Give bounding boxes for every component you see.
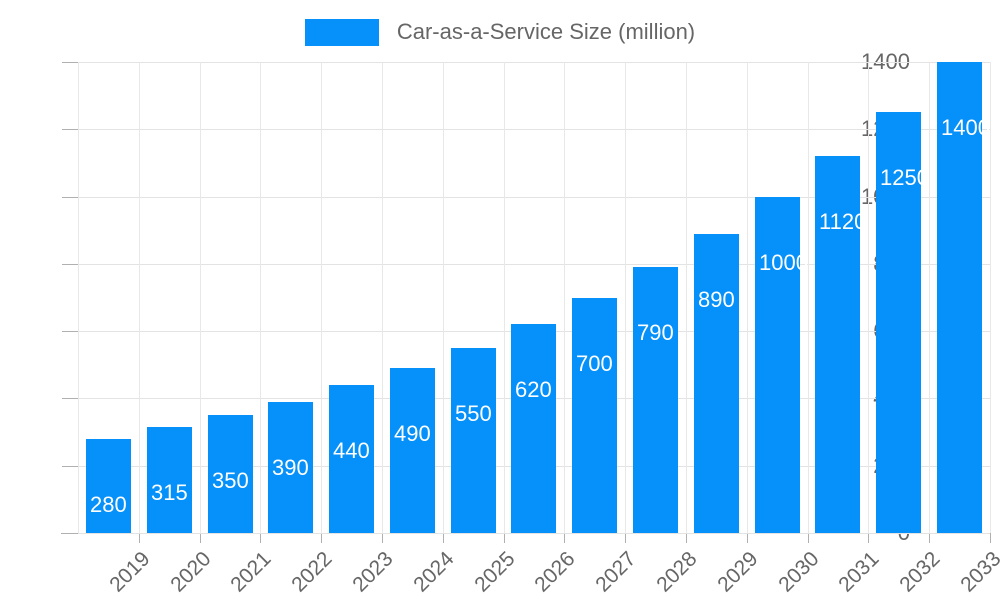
bar-value-label: 315	[151, 480, 188, 506]
bar-value-label: 280	[90, 491, 127, 517]
y-gridline	[78, 196, 990, 198]
x-axis-tick-mark	[564, 533, 565, 543]
bar-value-label: 790	[637, 320, 674, 346]
x-gridline	[564, 62, 565, 533]
x-gridline	[990, 62, 991, 533]
bar-value-label: 350	[212, 468, 249, 494]
bar[interactable]	[86, 438, 131, 533]
x-axis-tick-label: 2033	[956, 547, 1000, 597]
x-axis-tick-mark	[200, 533, 201, 543]
x-axis-tick-label: 2032	[895, 547, 945, 597]
y-axis-tick-mark	[62, 62, 78, 63]
x-axis-tick-label: 2020	[166, 547, 216, 597]
bar-value-label: 490	[394, 421, 431, 447]
y-axis-tick-mark	[62, 263, 78, 265]
bar-value-label: 1250	[880, 165, 929, 191]
x-axis-tick-mark	[868, 533, 869, 543]
bar[interactable]	[937, 62, 982, 533]
bar-value-label: 700	[576, 350, 613, 376]
legend-series-label: Car-as-a-Service Size (million)	[396, 19, 696, 44]
x-axis-tick-label: 2025	[470, 547, 520, 597]
x-gridline	[78, 62, 79, 533]
bar[interactable]	[268, 401, 313, 533]
x-axis-tick-label: 2023	[348, 547, 398, 597]
x-gridline	[504, 62, 505, 533]
x-axis-tick-label: 2028	[652, 547, 702, 597]
y-axis-tick-mark	[62, 331, 78, 333]
bar-value-label: 1400	[941, 115, 990, 140]
bar[interactable]	[815, 156, 860, 533]
x-gridline	[200, 62, 201, 533]
x-gridline	[139, 62, 140, 533]
x-axis-tick-mark	[747, 533, 748, 543]
bar-value-label: 1000	[759, 249, 808, 275]
x-axis-tick-mark	[382, 533, 383, 543]
bar-value-label: 440	[333, 437, 370, 463]
y-axis-tick-mark	[62, 129, 78, 131]
y-gridline	[78, 129, 990, 131]
y-axis-tick-mark	[62, 196, 78, 198]
x-gridline	[747, 62, 748, 533]
x-gridline	[808, 62, 809, 533]
x-gridline	[868, 62, 869, 533]
x-axis-tick-label: 2029	[713, 547, 763, 597]
y-axis-tick-label: 1400	[861, 49, 910, 74]
plot-area: 280 315 350 390 440 490 550 620 700 790 890 1000 112…	[61, 62, 991, 534]
bar-value-label: 890	[698, 286, 735, 312]
x-axis-tick-mark	[990, 533, 991, 543]
bar-value-label: 620	[515, 377, 552, 403]
x-axis-tick-mark	[625, 533, 626, 543]
x-axis-tick-mark	[504, 533, 505, 543]
x-axis-tick-mark	[808, 533, 809, 543]
x-gridline	[321, 62, 322, 533]
bar[interactable]	[572, 297, 617, 533]
x-gridline	[382, 62, 383, 533]
x-gridline	[929, 62, 930, 533]
y-gridline	[78, 263, 990, 265]
y-gridline	[78, 533, 990, 534]
x-axis-tick-label: 2030	[774, 547, 824, 597]
y-axis-tick-mark	[62, 465, 78, 467]
x-gridline	[260, 62, 261, 533]
x-gridline	[625, 62, 626, 533]
x-axis-tick-mark	[686, 533, 687, 543]
legend-color-swatch[interactable]	[304, 18, 379, 46]
bar[interactable]	[694, 233, 739, 533]
x-axis-tick-mark	[929, 533, 930, 543]
bar[interactable]	[511, 324, 556, 533]
bar[interactable]	[755, 196, 800, 533]
bar[interactable]	[633, 267, 678, 533]
bar-value-label: 1120	[819, 209, 867, 235]
chart-legend: Car-as-a-Service Size (million)	[0, 10, 1000, 54]
x-axis-tick-mark	[321, 533, 322, 543]
x-axis-tick-label: 2019	[105, 547, 155, 597]
y-axis-tick-mark	[62, 398, 78, 400]
y-gridline	[78, 62, 990, 63]
x-axis-tick-mark	[139, 533, 140, 543]
bar[interactable]	[329, 384, 374, 533]
x-axis-tick-mark	[260, 533, 261, 543]
bar[interactable]	[390, 368, 435, 533]
bar[interactable]	[208, 415, 253, 533]
x-axis-tick-mark	[443, 533, 444, 543]
bar-value-label: 390	[272, 454, 309, 480]
x-axis-tick-label: 2021	[226, 547, 276, 597]
x-axis-tick-label: 2031	[834, 547, 884, 597]
x-gridline	[686, 62, 687, 533]
x-axis-tick-label: 2024	[409, 547, 459, 597]
x-gridline	[443, 62, 444, 533]
bar[interactable]	[451, 347, 496, 533]
x-axis-tick-label: 2026	[530, 547, 580, 597]
bar[interactable]	[876, 112, 921, 533]
bar[interactable]	[147, 427, 192, 533]
x-axis-tick-label: 2027	[591, 547, 641, 597]
bar-value-label: 550	[455, 400, 492, 426]
x-axis-tick-label: 2022	[287, 547, 337, 597]
